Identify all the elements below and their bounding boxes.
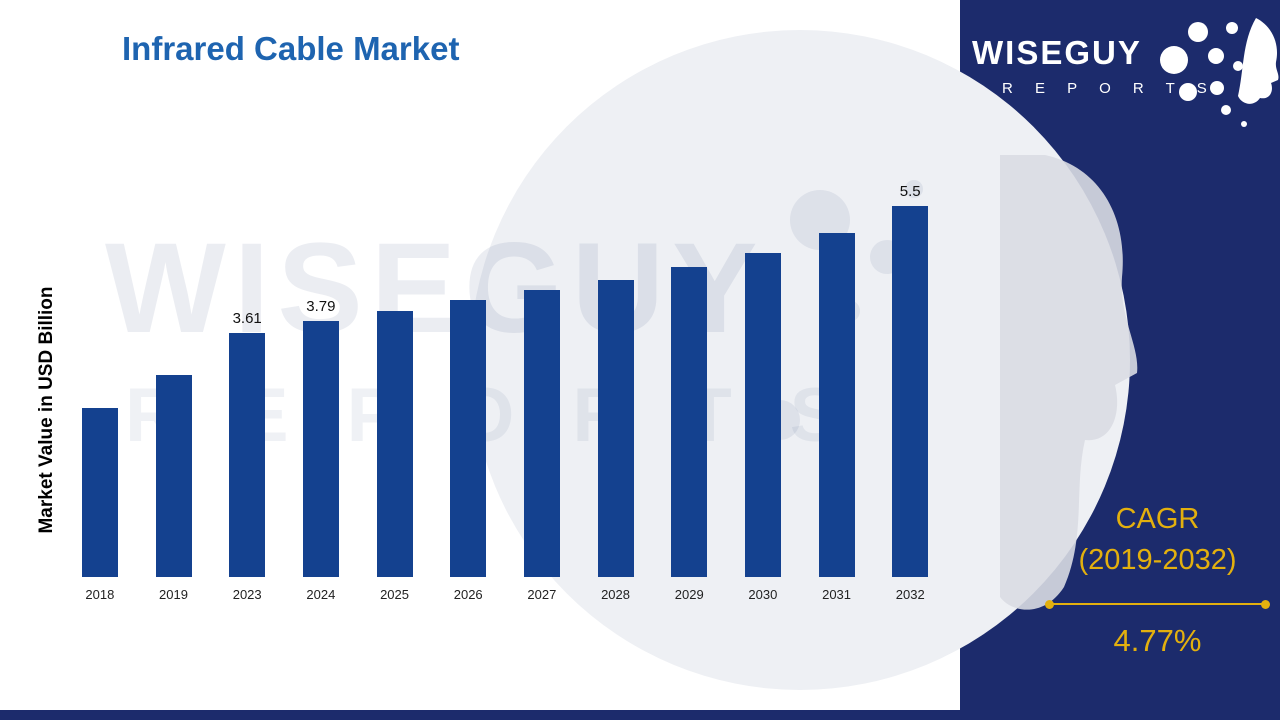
x-axis-tick-label: 2023	[232, 587, 262, 602]
bar	[818, 233, 855, 577]
x-axis-tick-label: 2028	[601, 587, 630, 602]
bar-group: 3.61 2023	[210, 160, 284, 615]
cagr-label: CAGR	[1115, 503, 1200, 535]
chart-title: Infrared Cable Market	[122, 30, 460, 67]
bottom-bar	[0, 710, 1280, 720]
cagr-divider	[1045, 599, 1270, 609]
bar-group: 5.5 2032	[873, 160, 947, 615]
bar-group: 2026	[431, 160, 505, 615]
x-axis-tick-label: 2018	[85, 587, 115, 602]
bar-group: 3.79 2024	[284, 160, 358, 615]
x-axis-tick-label: 2030	[748, 587, 778, 602]
x-axis-tick-label: 2032	[895, 587, 925, 602]
brand-logo-name: WISEGUY	[972, 34, 1142, 71]
bar-group: 2025	[358, 160, 432, 615]
bar-value-label: 3.79	[306, 298, 336, 315]
bar	[229, 333, 266, 577]
bar-group: 2030	[726, 160, 800, 615]
bars-container: 2018 2019 3.61 2023 3.79 2024 2025 2026 2027 2028…	[63, 160, 947, 615]
face-profile-graphic	[1000, 155, 1138, 610]
cagr-range: (2019-2032)	[1078, 544, 1237, 576]
bar-group: 2019	[137, 160, 211, 615]
bar-chart: 2018 2019 3.61 2023 3.79 2024 2025 2026 2027 2028…	[63, 160, 947, 615]
x-axis-tick-label: 2024	[306, 587, 336, 602]
x-axis-tick-label: 2031	[822, 587, 852, 602]
x-axis-tick-label: 2025	[380, 587, 409, 602]
bar	[450, 300, 487, 577]
bar-group: 2031	[800, 160, 874, 615]
bar-group: 2018	[63, 160, 137, 615]
bar	[302, 321, 339, 577]
brand-logo: WISEGUY R E P O R T S	[972, 18, 1279, 127]
bar-group: 2029	[652, 160, 726, 615]
bar	[523, 290, 560, 577]
bar	[81, 408, 118, 577]
x-axis-tick-label: 2026	[453, 587, 483, 602]
bar	[155, 375, 192, 577]
brand-logo-subtitle: R E P O R T S	[1002, 80, 1216, 97]
bar	[744, 253, 781, 577]
x-axis-tick-label: 2027	[527, 587, 557, 602]
bar-group: 2027	[505, 160, 579, 615]
logo-face-dots-icon	[1160, 18, 1279, 127]
cagr-value: 4.77%	[1113, 623, 1202, 658]
bar-value-label: 3.61	[232, 310, 262, 327]
x-axis-tick-label: 2029	[674, 587, 704, 602]
cagr-block: CAGR (2019-2032) 4.77%	[1040, 503, 1275, 659]
bar	[892, 206, 929, 577]
bar	[376, 311, 413, 577]
bar-value-label: 5.5	[899, 183, 921, 200]
bar-group: 2028	[579, 160, 653, 615]
y-axis-label: Market Value in USD Billion	[36, 286, 57, 534]
x-axis-tick-label: 2019	[159, 587, 188, 602]
decorative-dot	[905, 180, 923, 198]
bar	[671, 267, 708, 577]
bar	[597, 280, 634, 577]
